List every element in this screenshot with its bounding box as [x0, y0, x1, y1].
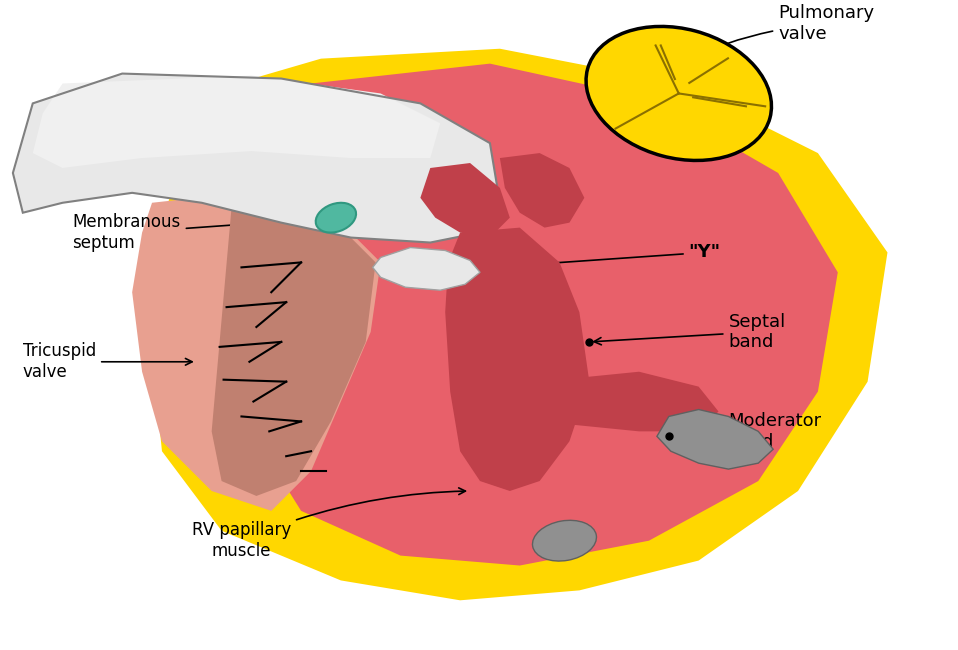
Polygon shape — [212, 208, 376, 496]
Text: Moderator
band: Moderator band — [673, 412, 822, 450]
Text: "Y": "Y" — [494, 244, 720, 270]
Polygon shape — [33, 75, 441, 168]
Polygon shape — [373, 248, 480, 291]
Text: Pulmonary
valve: Pulmonary valve — [683, 5, 875, 62]
Ellipse shape — [586, 27, 771, 161]
Text: RV papillary
muscle: RV papillary muscle — [192, 488, 466, 560]
Polygon shape — [445, 227, 589, 491]
Polygon shape — [12, 73, 500, 242]
Polygon shape — [510, 372, 718, 432]
Ellipse shape — [316, 203, 356, 233]
Text: Conus: Conus — [199, 124, 263, 143]
Polygon shape — [241, 64, 838, 566]
Polygon shape — [152, 49, 887, 601]
Text: Septal
band: Septal band — [594, 313, 786, 352]
Ellipse shape — [533, 520, 597, 561]
Polygon shape — [132, 193, 380, 511]
Polygon shape — [500, 153, 584, 228]
Text: Tricuspid
valve: Tricuspid valve — [23, 343, 193, 381]
Text: Membranous
septum: Membranous septum — [73, 213, 331, 252]
Polygon shape — [657, 410, 773, 469]
Polygon shape — [421, 163, 510, 237]
